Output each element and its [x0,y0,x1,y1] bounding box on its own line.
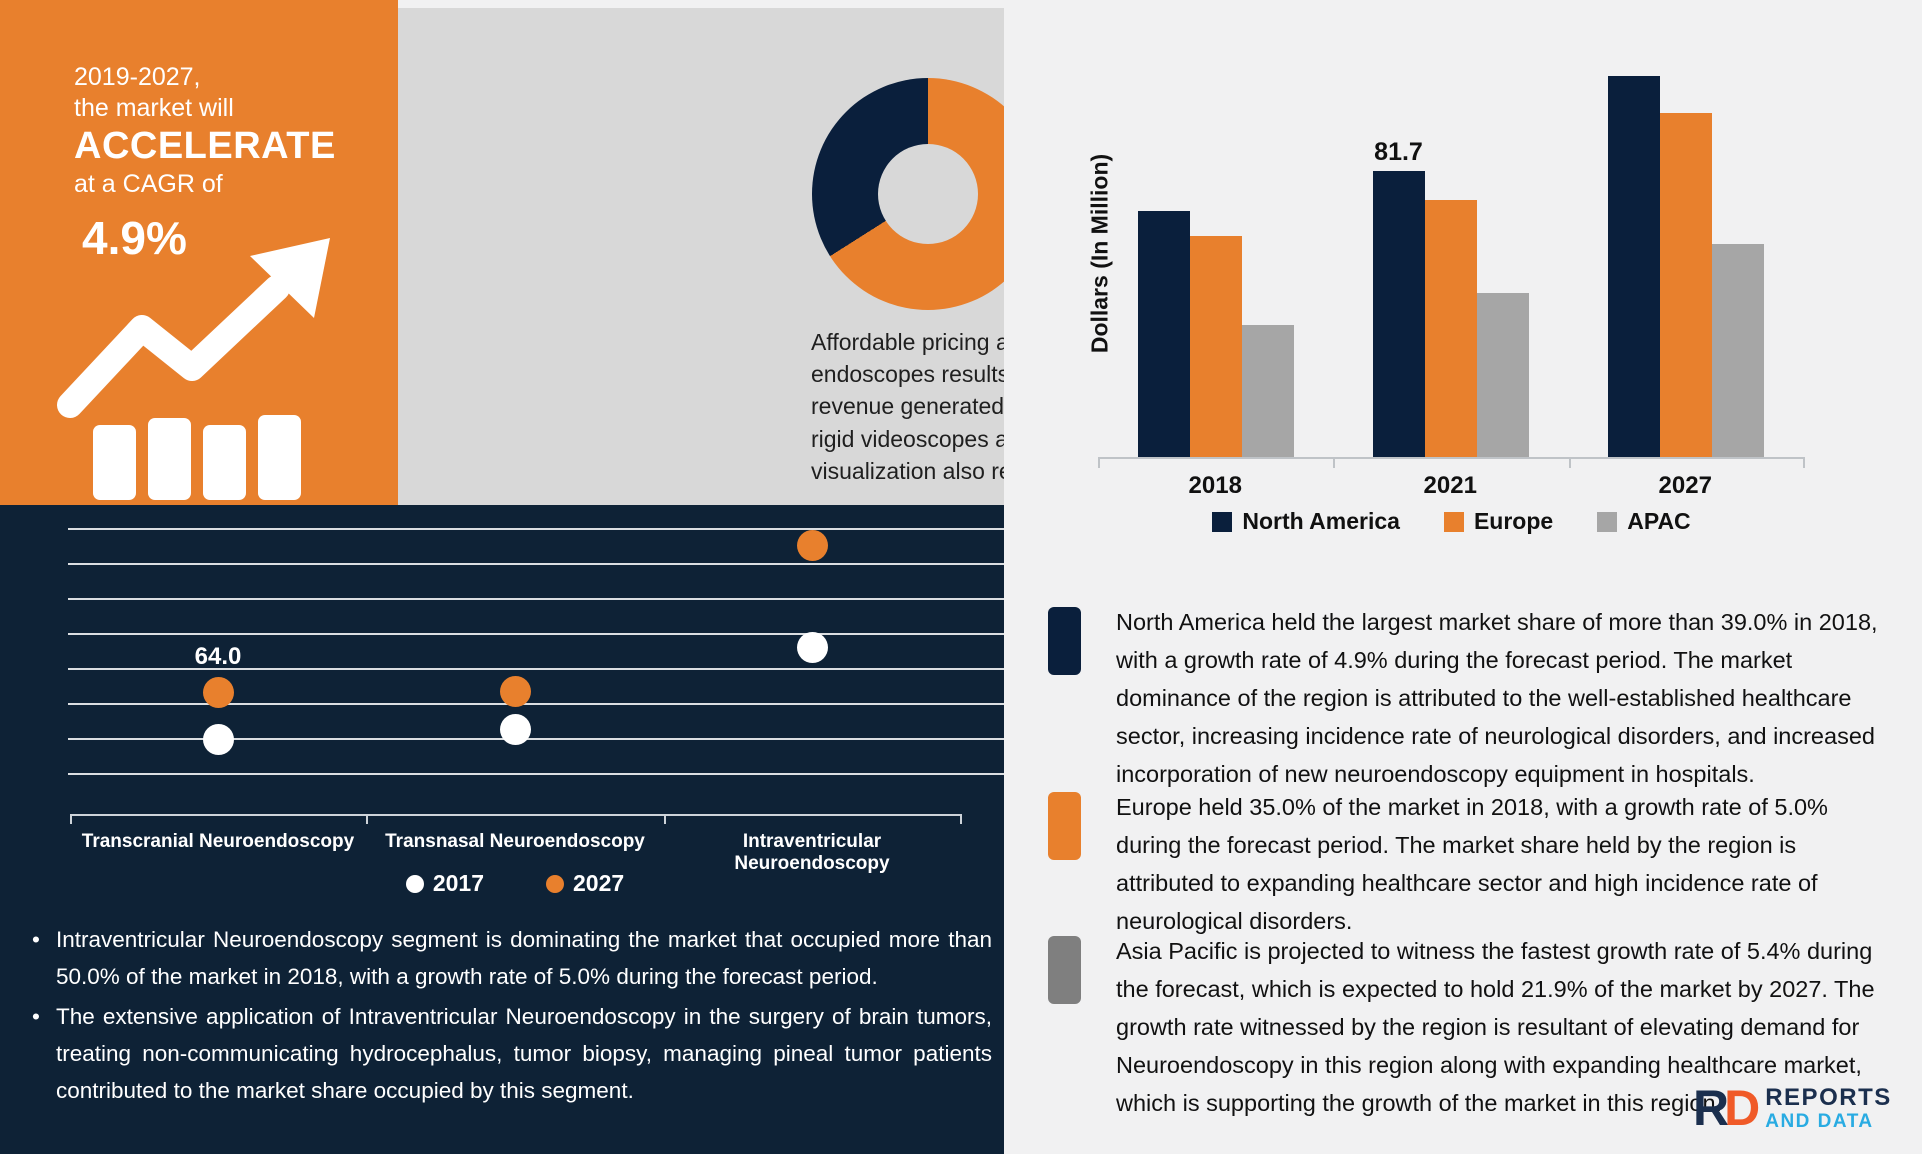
cagr-line-accelerate: ACCELERATE [74,125,336,167]
dot-legend-label: 2017 [432,870,484,896]
dot-category-label: Transnasal Neuroendoscopy [385,831,645,852]
legend-item-north-america: North America [1212,508,1400,535]
bar-europe-2018 [1189,236,1242,457]
segment-dot-panel: 64.0 Transcranial Neuroendoscopy Transnasa… [0,505,1004,1154]
legend-item-apac: APAC [1597,508,1691,535]
dot-2017-transcranial [202,724,234,756]
segment-bullet: Intraventricular Neuroendoscopy segment … [30,922,992,995]
cagr-value: 4.9% [82,211,187,264]
dot-2027-transnasal [499,675,531,707]
dot-chart-legend: 2017 2027 [300,870,730,897]
legend-swatch-icon [1597,511,1618,532]
dot-axis-tick [664,814,666,824]
bar-apac-2018 [1241,325,1294,457]
legend-label: Europe [1473,508,1554,534]
cagr-line-at: at a CAGR of [74,170,223,199]
reports-and-data-logo: RD REPORTS AND DATA [1693,1083,1892,1133]
dot-axis-tick [70,814,72,824]
segment-panel: 66.0% of the total Neuroendoscopy Market… [398,8,1371,505]
regional-panel [1004,0,1922,1154]
dot-chart-gridline [68,667,1004,670]
region-bullet-marker-icon [1048,792,1081,860]
dot-2017-intraventricular [796,631,828,663]
dot-axis-tick [960,814,962,824]
dot-legend-swatch-icon [546,874,564,893]
legend-label: APAC [1627,508,1691,534]
legend-item-europe: Europe [1443,508,1554,535]
bar-category-label-2021: 2021 [1423,472,1477,499]
donut-hole [878,144,978,244]
legend-swatch-icon [1443,511,1464,532]
bar-category-label-2018: 2018 [1188,472,1242,499]
dot-2027-intraventricular [796,530,828,562]
dot-2017-transnasal [499,714,531,746]
region-bullet-asia-pacific: Asia Pacific is projected to witness the… [1048,932,1878,1122]
region-bullet-text: Asia Pacific is projected to witness the… [1116,938,1875,1117]
dot-category-label: Intraventricular Neuroendoscopy [734,831,890,874]
cagr-line-market: the market will [74,93,234,122]
dot-legend-label: 2027 [573,870,625,896]
bar-europe-2021 [1424,200,1477,457]
dot-chart-gridline [68,562,1004,565]
bar-apac-2027 [1711,244,1764,457]
bar-north-america-2021 [1372,171,1425,457]
segment-bullet-list: Intraventricular Neuroendoscopy segment … [30,922,992,1113]
dot-chart-gridline [68,632,1004,635]
logo-word-reports: REPORTS [1765,1083,1892,1111]
dot-axis-tick [366,814,368,824]
cagr-line-years: 2019-2027, [74,63,201,91]
growth-arrow-icon [57,238,330,500]
bar-north-america-2027 [1607,76,1660,457]
region-bullet-marker-icon [1048,607,1081,675]
bar-chart-plot: 81.7 [1098,40,1805,457]
bar-north-america-2018 [1137,211,1190,457]
bar-axis-tick [1803,457,1805,468]
bar-chart-x-axis [1098,457,1805,459]
dot-chart-x-axis [70,814,960,816]
region-bullet-text: Europe held 35.0% of the market in 2018,… [1116,794,1828,935]
dot-legend-item-2027: 2027 [546,870,624,897]
dot-chart-gridline [68,527,1004,530]
dot-2027-transcranial [202,676,234,708]
bar-axis-tick [1569,457,1571,468]
logo-word-anddata: AND DATA [1765,1110,1874,1132]
bar-chart-legend: North America Europe APAC [1098,508,1805,535]
dot-data-label: 64.0 [194,643,242,670]
region-bullet-marker-icon [1048,936,1081,1004]
cagr-panel: 2019-2027, the market will ACCELERATE at… [0,0,398,505]
dot-chart-gridline [68,702,1004,705]
bar-europe-2027 [1659,113,1712,457]
bar-category-label-2027: 2027 [1658,472,1712,499]
legend-swatch-icon [1212,511,1233,532]
bar-data-label: 81.7 [1374,138,1423,167]
segment-bullet: The extensive application of Intraventri… [30,999,992,1109]
cagr-text-block: 2019-2027, the market will ACCELERATE at… [74,62,336,266]
region-bullet-text: North America held the largest market sh… [1116,609,1878,788]
dot-chart-gridline [68,772,1004,775]
bar-axis-tick [1098,457,1100,468]
bar-apac-2021 [1476,293,1529,457]
dot-legend-swatch-icon [405,874,424,893]
dot-category-label: Transcranial Neuroendoscopy [81,831,355,852]
dot-chart-gridline [68,737,1004,740]
dot-chart-gridline [68,597,1004,600]
region-bullet-europe: Europe held 35.0% of the market in 2018,… [1048,788,1878,940]
legend-label: North America [1242,508,1400,534]
region-bullet-north-america: North America held the largest market sh… [1048,603,1878,793]
logo-monogram-icon: RD [1693,1080,1760,1136]
bar-axis-tick [1333,457,1335,468]
dot-legend-item-2017: 2017 [405,870,484,897]
